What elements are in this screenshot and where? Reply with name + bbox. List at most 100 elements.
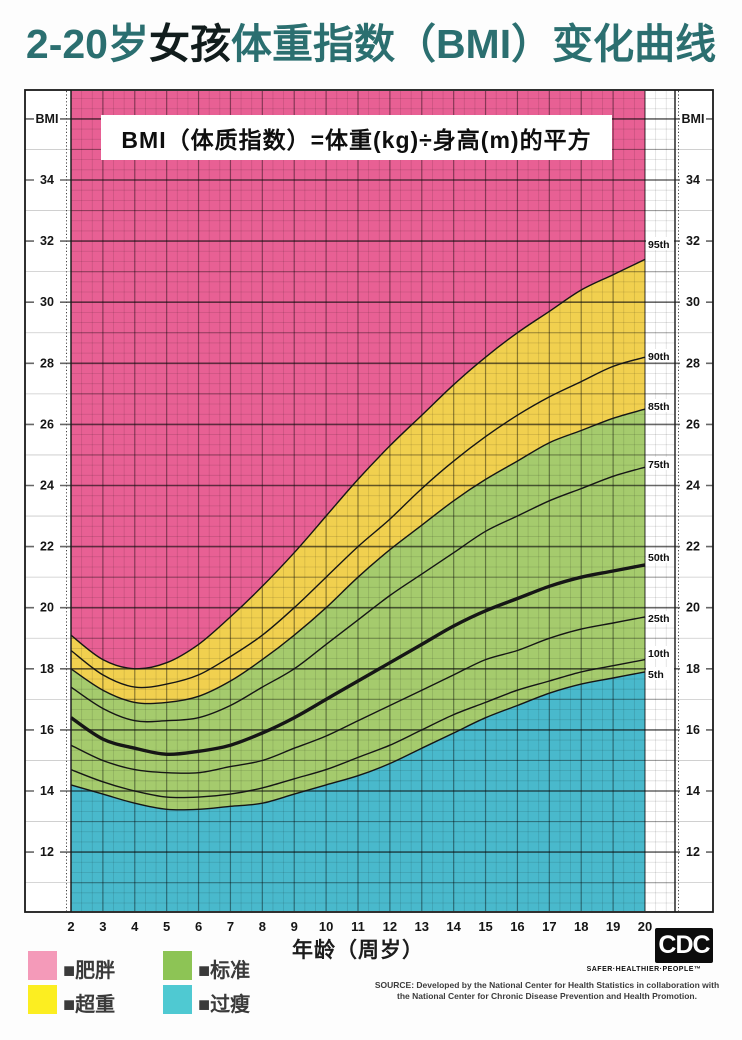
y-tick-left-16-bg xyxy=(34,721,60,737)
y-tick-left-32: 32 xyxy=(40,234,54,248)
y-tick-right-28: 28 xyxy=(686,356,700,370)
y-tick-left-22-bg xyxy=(34,538,60,554)
y-tick-right-26: 26 xyxy=(686,417,700,431)
percentile-label-bg-75th xyxy=(646,457,674,470)
legend-label-obese: ■肥胖 xyxy=(63,960,116,982)
x-tick-13: 13 xyxy=(415,919,429,934)
chart-frame xyxy=(24,89,714,913)
y-tick-right-18: 18 xyxy=(686,662,700,676)
y-tick-right-12-bg xyxy=(680,844,706,860)
x-tick-17: 17 xyxy=(542,919,556,934)
percentile-label-90th: 90th xyxy=(648,351,670,363)
grid xyxy=(25,91,713,911)
legend-swatch-normal xyxy=(163,951,192,980)
y-tick-left-28: 28 xyxy=(40,356,54,370)
x-tick-11: 11 xyxy=(351,919,365,934)
percentile-label-95th: 95th xyxy=(648,239,670,251)
y-tick-right-26-bg xyxy=(680,416,706,432)
cdc-tagline: SAFER·HEALTHIER·PEOPLE™ xyxy=(586,966,702,973)
y-axis-title-left-bg xyxy=(34,110,60,126)
percentile-label-bg-10th xyxy=(646,646,674,659)
y-tick-right-22-bg xyxy=(680,538,706,554)
y-tick-left-18: 18 xyxy=(40,662,54,676)
title-girls: 女孩 xyxy=(148,21,231,67)
x-tick-20: 20 xyxy=(638,919,652,934)
x-tick-9: 9 xyxy=(291,919,298,934)
percentile-label-bg-50th xyxy=(646,550,674,563)
percentile-label-50th: 50th xyxy=(648,552,670,564)
y-tick-left-18-bg xyxy=(34,660,60,676)
x-axis-title: 年龄（周岁） xyxy=(292,939,424,962)
y-axis-title-left: BMI xyxy=(36,112,59,126)
x-tick-8: 8 xyxy=(259,919,266,934)
legend-label-underweight: ■过瘦 xyxy=(198,994,251,1016)
y-tick-right-16: 16 xyxy=(686,723,700,737)
x-tick-19: 19 xyxy=(606,919,620,934)
x-tick-10: 10 xyxy=(319,919,333,934)
y-tick-right-32-bg xyxy=(680,233,706,249)
y-tick-left-20-bg xyxy=(34,599,60,615)
y-tick-right-32: 32 xyxy=(686,234,700,248)
y-tick-right-28-bg xyxy=(680,355,706,371)
y-tick-left-12-bg xyxy=(34,844,60,860)
source-line-1: SOURCE: Developed by the National Center… xyxy=(374,980,720,990)
legend-swatch-obese xyxy=(28,951,57,980)
x-tick-16: 16 xyxy=(510,919,524,934)
x-tick-18: 18 xyxy=(574,919,588,934)
zone-overweight xyxy=(71,259,645,704)
x-tick-15: 15 xyxy=(478,919,492,934)
percentile-curve-75th xyxy=(70,466,646,723)
y-tick-right-24: 24 xyxy=(686,479,700,493)
y-tick-left-32-bg xyxy=(34,233,60,249)
y-tick-right-34-bg xyxy=(680,172,706,187)
percentile-curve-10th xyxy=(70,658,646,799)
percentile-label-25th: 25th xyxy=(648,613,670,625)
y-tick-left-16: 16 xyxy=(40,723,54,737)
x-tick-7: 7 xyxy=(227,919,234,934)
x-tick-6: 6 xyxy=(195,919,202,934)
percentile-curve-90th xyxy=(70,356,646,689)
percentile-label-bg-5th xyxy=(646,667,674,680)
bmi-formula-box: BMI（体质指数）=体重(kg)÷身高(m)的平方 xyxy=(101,115,612,160)
y-tick-right-18-bg xyxy=(680,660,706,676)
y-tick-right-14: 14 xyxy=(686,784,700,798)
x-tick-3: 3 xyxy=(99,919,106,934)
legend-swatch-underweight xyxy=(163,985,192,1014)
x-tick-2: 2 xyxy=(67,919,74,934)
y-tick-left-26: 26 xyxy=(40,417,54,431)
y-tick-left-34-bg xyxy=(34,172,60,187)
x-tick-14: 14 xyxy=(446,919,461,934)
y-axis-title-right-bg xyxy=(680,110,706,126)
percentile-label-bg-85th xyxy=(646,399,674,412)
percentile-label-85th: 85th xyxy=(648,401,670,413)
source-text: SOURCE: Developed by the National Center… xyxy=(352,980,742,1002)
x-tick-5: 5 xyxy=(163,919,170,934)
y-tick-left-34: 34 xyxy=(40,173,54,187)
y-tick-right-30: 30 xyxy=(686,295,700,309)
page-title: 2-20岁女孩体重指数（BMI）变化曲线 xyxy=(0,10,742,70)
y-tick-right-16-bg xyxy=(680,721,706,737)
legend-swatch-overweight xyxy=(28,985,57,1014)
y-tick-right-22: 22 xyxy=(686,540,700,554)
y-tick-left-30-bg xyxy=(34,294,60,310)
y-tick-right-30-bg xyxy=(680,294,706,310)
y-tick-right-20: 20 xyxy=(686,601,700,615)
zone-obese xyxy=(71,91,645,669)
y-tick-right-34: 34 xyxy=(686,173,700,187)
legend-label-normal: ■标准 xyxy=(198,960,251,982)
percentile-curve-95th xyxy=(70,258,646,670)
y-tick-right-20-bg xyxy=(680,599,706,615)
y-tick-left-24-bg xyxy=(34,477,60,493)
cdc-logo: CDC xyxy=(655,928,713,963)
y-tick-left-20: 20 xyxy=(40,601,54,615)
zone-normal xyxy=(71,409,645,810)
x-tick-12: 12 xyxy=(383,919,397,934)
title-bmi-curve: 体重指数（BMI）变化曲线 xyxy=(230,21,717,67)
y-tick-left-12: 12 xyxy=(40,845,54,859)
percentile-label-bg-90th xyxy=(646,349,674,362)
percentile-curve-85th xyxy=(70,408,646,705)
percentile-label-5th: 5th xyxy=(648,669,664,681)
y-tick-left-14-bg xyxy=(34,783,60,798)
y-tick-right-14-bg xyxy=(680,783,706,798)
